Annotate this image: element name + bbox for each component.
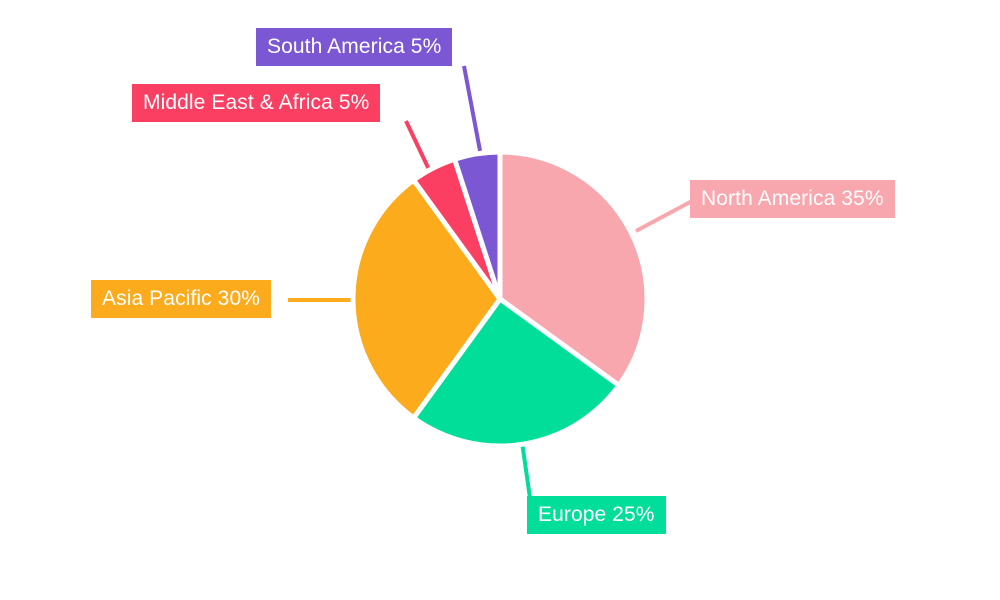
pie-slice-asia-pacific[interactable]: [350, 177, 503, 421]
pie-label-south-america[interactable]: South America 5%: [256, 28, 453, 66]
leader-line-north-america: [635, 199, 693, 233]
leader-line-south-america: [462, 65, 483, 157]
pie-label-north-america[interactable]: North America 35%: [690, 180, 895, 218]
pie-slice-south-america[interactable]: [452, 149, 503, 302]
pie-label-asia-pacific[interactable]: Asia Pacific 30%: [91, 280, 272, 318]
pie-slices: [350, 149, 650, 449]
pie-slice-europe[interactable]: [411, 296, 622, 449]
pie-label-middle-east-africa[interactable]: Middle East & Africa 5%: [132, 84, 381, 122]
leader-line-europe: [520, 441, 532, 499]
pie-slice-north-america[interactable]: [497, 149, 650, 388]
pie-label-europe[interactable]: Europe 25%: [527, 496, 666, 534]
